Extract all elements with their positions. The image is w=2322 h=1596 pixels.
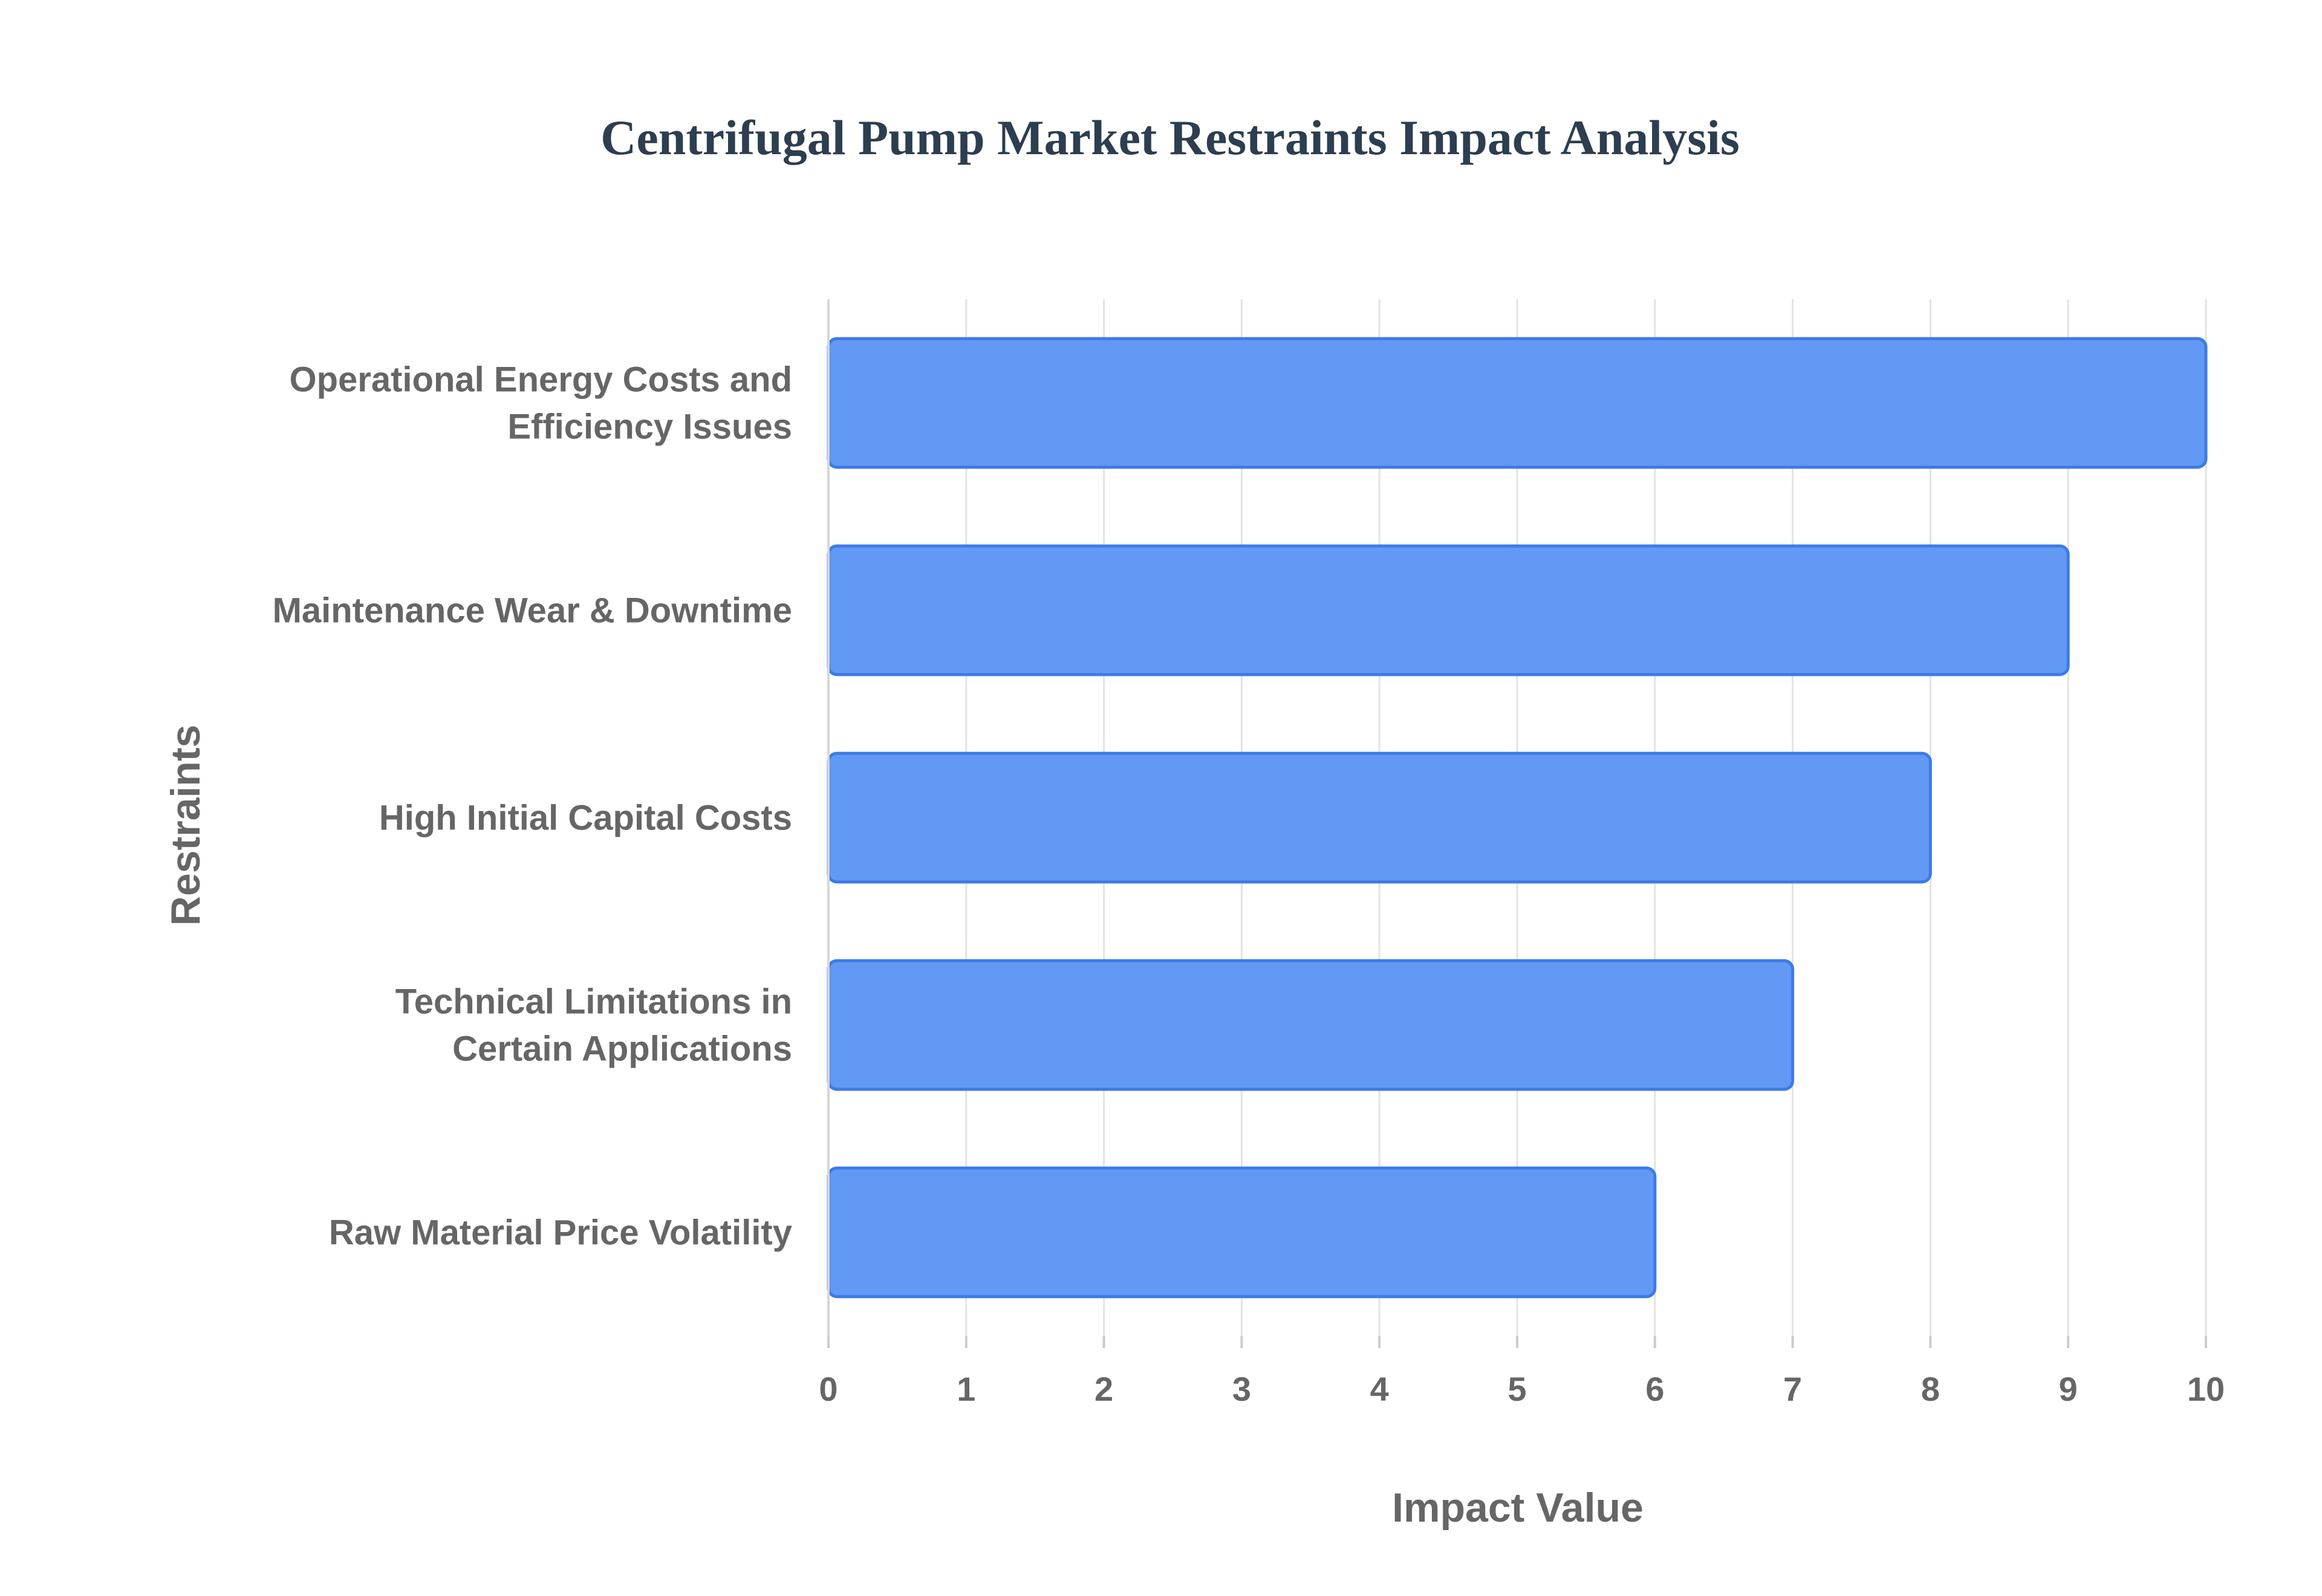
x-tick-label: 6 (1645, 1370, 1664, 1408)
category-label: Raw Material Price Volatility (329, 1213, 792, 1253)
x-tick-label: 0 (819, 1370, 837, 1408)
bar (827, 337, 2208, 469)
bar (827, 544, 2070, 676)
bar (827, 1166, 1657, 1299)
category-label-line: Certain Applications (452, 1030, 792, 1069)
category-label: Operational Energy Costs and Efficiency I… (289, 360, 792, 447)
category-label-line: Maintenance Wear & Downtime (273, 591, 792, 631)
x-tick-label: 1 (957, 1370, 975, 1408)
x-axis-title: Impact Value (1392, 1485, 1644, 1531)
x-tick-label: 9 (2059, 1370, 2078, 1408)
bar (827, 751, 1932, 884)
bars (827, 337, 2208, 1299)
x-tick-label: 4 (1370, 1370, 1389, 1408)
chart-title: Centrifugal Pump Market Restraints Impac… (600, 110, 1740, 165)
category-label: Maintenance Wear & Downtime (273, 591, 792, 631)
category-label: High Initial Capital Costs (379, 799, 792, 838)
x-tick-label: 8 (1921, 1370, 1940, 1408)
category-label-line: Efficiency Issues (507, 407, 792, 447)
x-tick-label: 5 (1507, 1370, 1526, 1408)
x-tick-label: 7 (1783, 1370, 1802, 1408)
category-label-line: Operational Energy Costs and (289, 360, 792, 400)
category-label-line: Raw Material Price Volatility (329, 1213, 792, 1253)
bar (827, 959, 1795, 1091)
category-label: Technical Limitations in Certain Applicat… (395, 982, 792, 1069)
x-tick-label: 10 (2187, 1370, 2225, 1408)
y-axis-title: Restraints (163, 725, 209, 926)
x-tick-label: 3 (1232, 1370, 1251, 1408)
category-label-line: High Initial Capital Costs (379, 799, 792, 838)
x-tick-label: 2 (1094, 1370, 1113, 1408)
axes: 0 1 2 3 4 5 6 7 8 9 10 Operational Energy Costs and… (273, 299, 2225, 1408)
category-label-line: Technical Limitations in (395, 982, 792, 1022)
